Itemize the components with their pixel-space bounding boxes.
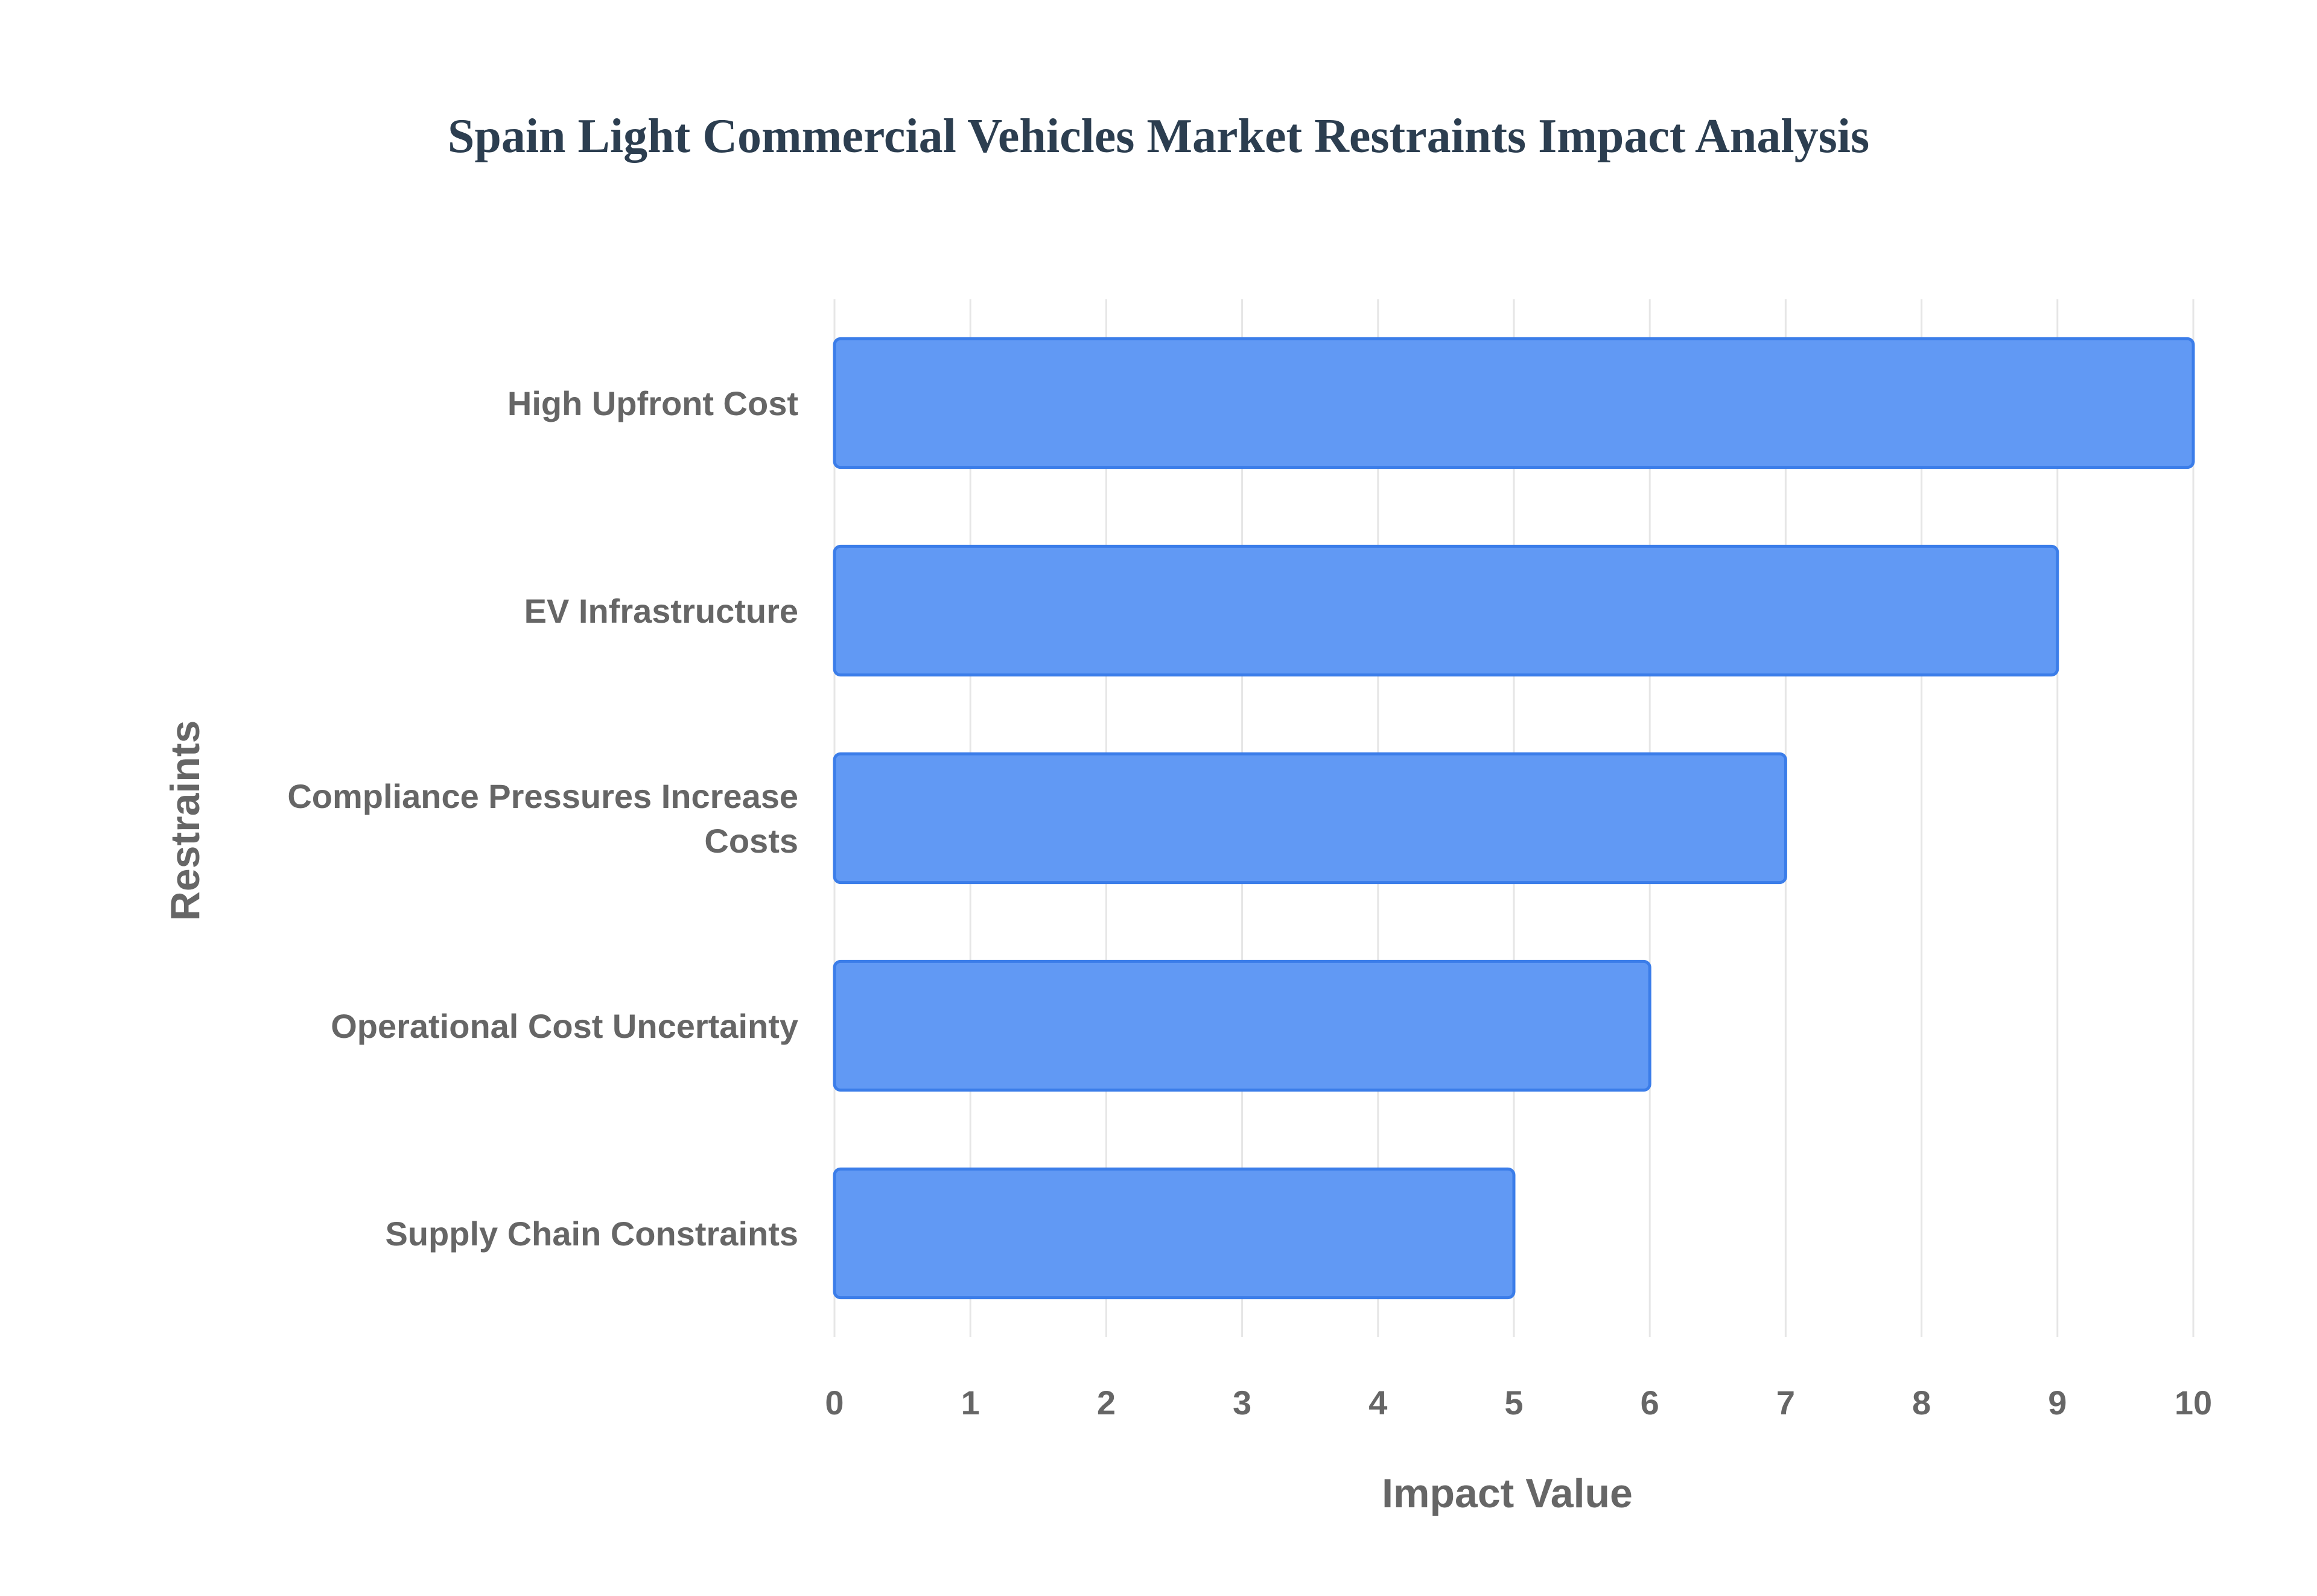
bar-operational-cost-uncertainty: [833, 959, 1651, 1092]
category-labels: High Upfront Cost EV Infrastructure Compli…: [287, 384, 798, 1253]
x-tick-label: 10: [2175, 1384, 2212, 1422]
x-tick-label: 0: [825, 1384, 844, 1422]
x-tick-label: 1: [961, 1384, 980, 1422]
category-label: High Upfront Cost: [507, 384, 798, 422]
category-label: Compliance Pressures Increase Costs: [287, 777, 798, 860]
category-label: Supply Chain Constraints: [386, 1215, 799, 1253]
bars: [833, 337, 2195, 1300]
x-tick-label: 6: [1641, 1384, 1659, 1422]
x-tick-label: 2: [1097, 1384, 1116, 1422]
x-tick-label: 4: [1368, 1384, 1387, 1422]
bar-high-upfront-cost: [833, 337, 2195, 469]
bar-ev-infrastructure: [833, 544, 2059, 677]
x-axis-title: Impact Value: [1382, 1470, 1633, 1516]
x-tick-label: 9: [2048, 1384, 2067, 1422]
category-label: EV Infrastructure: [524, 592, 798, 630]
chart-title: Spain Light Commercial Vehicles Market R…: [448, 110, 1869, 163]
y-axis-title: Restraints: [162, 720, 208, 921]
x-tick-label: 7: [1776, 1384, 1795, 1422]
category-label: Operational Cost Uncertainty: [331, 1007, 798, 1045]
bar-compliance-pressures-increase-costs: [833, 752, 1787, 885]
x-tick-label: 3: [1233, 1384, 1251, 1422]
x-tick-labels: 0 1 2 3 4 5 6 7 8 9 10: [825, 1384, 2212, 1422]
x-tick-label: 5: [1504, 1384, 1523, 1422]
bar-supply-chain-constraints: [833, 1167, 1516, 1300]
x-tick-label: 8: [1912, 1384, 1931, 1422]
